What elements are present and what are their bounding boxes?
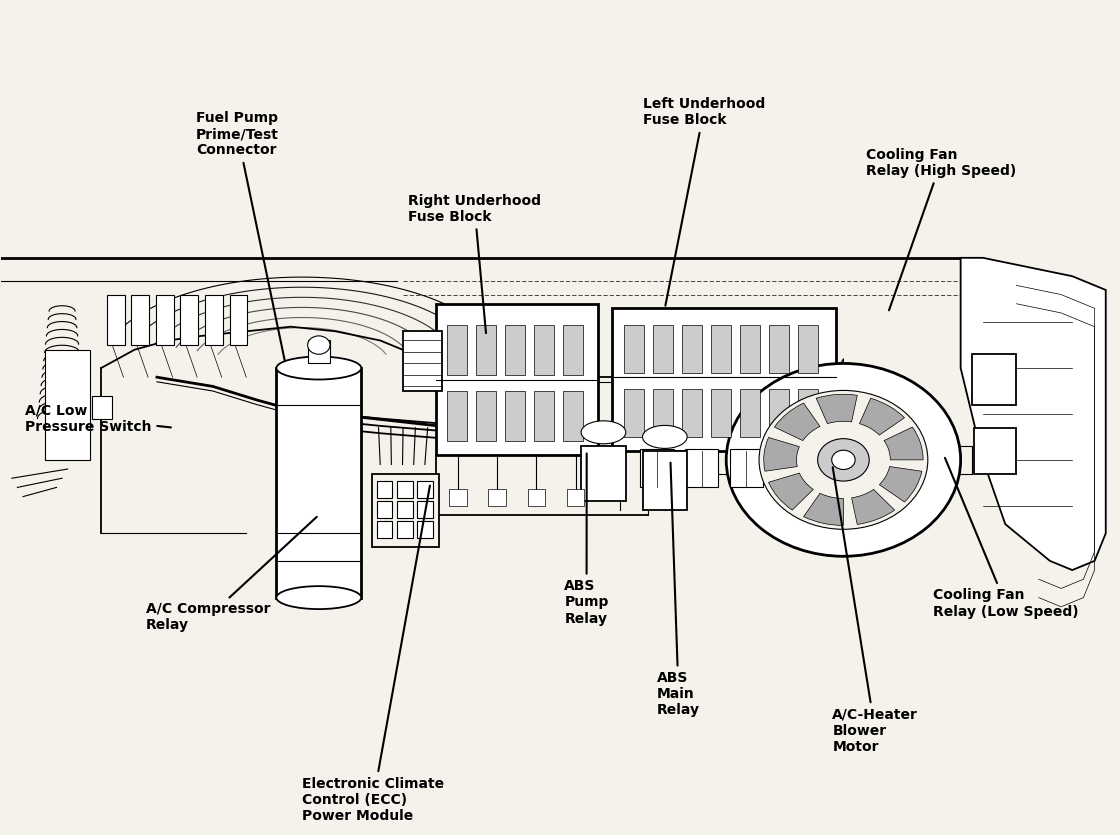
- Bar: [641, 449, 674, 488]
- Bar: [972, 354, 1017, 405]
- Text: Cooling Fan
Relay (Low Speed): Cooling Fan Relay (Low Speed): [933, 458, 1079, 619]
- Ellipse shape: [277, 357, 362, 380]
- Bar: [205, 295, 223, 345]
- Circle shape: [308, 336, 330, 354]
- Circle shape: [818, 438, 869, 481]
- Bar: [729, 449, 763, 488]
- Wedge shape: [859, 398, 905, 435]
- Ellipse shape: [581, 421, 626, 443]
- Bar: [396, 501, 412, 518]
- Bar: [624, 325, 644, 372]
- Bar: [682, 325, 701, 372]
- Bar: [402, 331, 441, 391]
- Bar: [106, 295, 124, 345]
- Bar: [739, 325, 759, 372]
- Bar: [528, 489, 545, 506]
- Wedge shape: [879, 467, 922, 502]
- Bar: [581, 446, 626, 501]
- Bar: [567, 489, 585, 506]
- Bar: [417, 521, 432, 538]
- Bar: [417, 501, 432, 518]
- Circle shape: [93, 399, 100, 405]
- Bar: [396, 481, 412, 498]
- Bar: [488, 489, 506, 506]
- Circle shape: [726, 363, 961, 556]
- Bar: [447, 391, 467, 442]
- Bar: [797, 389, 818, 437]
- Bar: [768, 389, 788, 437]
- Text: A/C Low
Pressure Switch: A/C Low Pressure Switch: [26, 403, 171, 433]
- Wedge shape: [851, 489, 895, 524]
- Bar: [563, 325, 584, 376]
- Bar: [974, 428, 1017, 473]
- Bar: [376, 501, 392, 518]
- Wedge shape: [774, 403, 820, 441]
- Bar: [505, 325, 525, 376]
- Bar: [613, 308, 836, 451]
- Text: A/C Compressor
Relay: A/C Compressor Relay: [146, 517, 317, 632]
- Text: ABS
Main
Relay: ABS Main Relay: [657, 463, 700, 717]
- Text: Left Underhood
Fuse Block: Left Underhood Fuse Block: [643, 97, 765, 306]
- Bar: [131, 295, 149, 345]
- Bar: [156, 295, 174, 345]
- Bar: [710, 389, 730, 437]
- Bar: [653, 325, 673, 372]
- Bar: [92, 396, 112, 418]
- Bar: [396, 521, 412, 538]
- Text: Right Underhood
Fuse Block: Right Underhood Fuse Block: [408, 194, 541, 333]
- Polygon shape: [45, 350, 90, 460]
- Bar: [447, 325, 467, 376]
- Bar: [534, 391, 554, 442]
- Bar: [682, 389, 701, 437]
- Bar: [277, 368, 362, 598]
- Wedge shape: [768, 473, 813, 510]
- Bar: [376, 481, 392, 498]
- Bar: [180, 295, 198, 345]
- Circle shape: [93, 413, 100, 418]
- Bar: [534, 325, 554, 376]
- Circle shape: [832, 450, 856, 469]
- Bar: [505, 391, 525, 442]
- Bar: [685, 449, 718, 488]
- Bar: [417, 481, 432, 498]
- Bar: [797, 325, 818, 372]
- Bar: [739, 389, 759, 437]
- Wedge shape: [816, 394, 857, 423]
- Bar: [476, 325, 496, 376]
- Bar: [710, 325, 730, 372]
- Bar: [376, 521, 392, 538]
- Ellipse shape: [277, 586, 362, 609]
- Wedge shape: [884, 427, 923, 460]
- Bar: [643, 451, 688, 510]
- Wedge shape: [764, 438, 800, 471]
- Bar: [308, 341, 330, 363]
- Bar: [768, 325, 788, 372]
- Text: ABS
Pump
Relay: ABS Pump Relay: [564, 453, 609, 625]
- Circle shape: [103, 399, 110, 405]
- Bar: [624, 389, 644, 437]
- Wedge shape: [803, 493, 843, 525]
- Bar: [715, 446, 972, 473]
- Bar: [449, 489, 467, 506]
- Bar: [476, 391, 496, 442]
- Text: Cooling Fan
Relay (High Speed): Cooling Fan Relay (High Speed): [866, 148, 1016, 311]
- Text: Electronic Climate
Control (ECC)
Power Module: Electronic Climate Control (ECC) Power M…: [302, 486, 445, 823]
- Text: A/C-Heater
Blower
Motor: A/C-Heater Blower Motor: [832, 468, 918, 754]
- Bar: [372, 473, 439, 547]
- Polygon shape: [961, 258, 1105, 570]
- Text: Fuel Pump
Prime/Test
Connector: Fuel Pump Prime/Test Connector: [196, 111, 284, 361]
- Bar: [230, 295, 248, 345]
- Bar: [653, 389, 673, 437]
- Circle shape: [759, 391, 927, 529]
- Bar: [563, 391, 584, 442]
- Bar: [436, 304, 598, 455]
- Circle shape: [103, 413, 110, 418]
- Ellipse shape: [643, 425, 688, 448]
